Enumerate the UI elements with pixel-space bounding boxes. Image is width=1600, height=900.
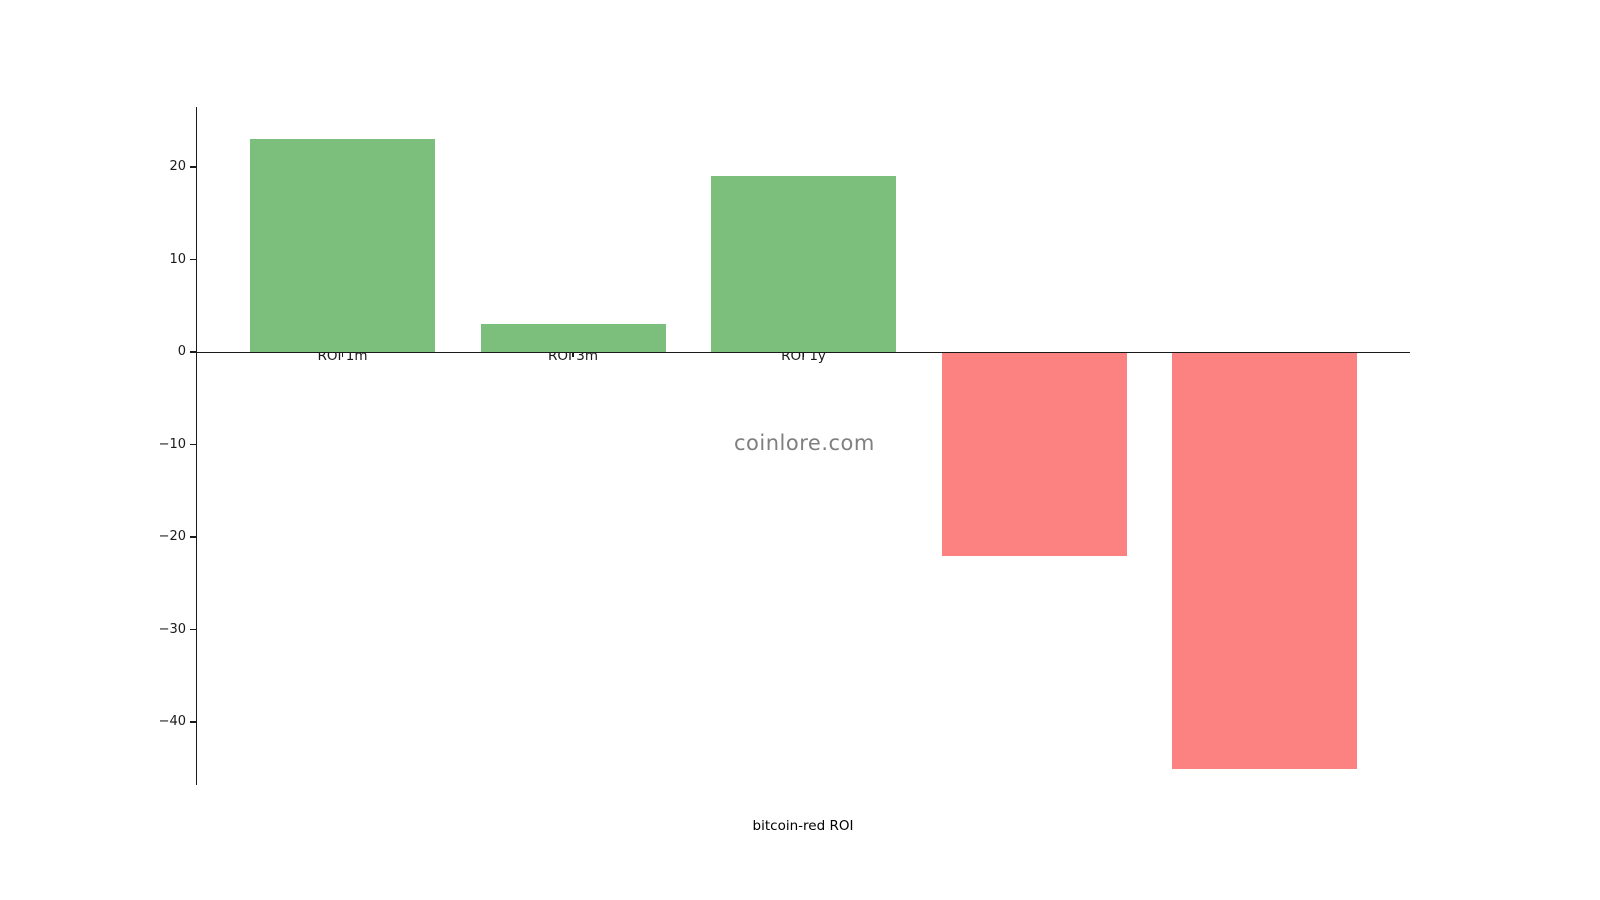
y-tick-label: −20	[158, 529, 186, 544]
y-axis-spine	[196, 107, 197, 785]
y-tick-mark	[190, 443, 197, 446]
y-tick-label: −30	[158, 621, 186, 637]
chart-bar	[250, 139, 435, 352]
chart-bar	[1172, 352, 1357, 769]
watermark: coinlore.com	[734, 431, 875, 455]
y-tick-mark	[190, 628, 197, 631]
x-tick-mark	[802, 352, 805, 357]
chart-bar	[480, 324, 666, 352]
y-tick-mark	[190, 166, 197, 168]
y-tick-label: 20	[169, 159, 186, 174]
y-tick-mark	[190, 351, 197, 353]
chart-bar	[941, 352, 1127, 556]
chart-bar	[711, 176, 896, 352]
x-tick-mark	[341, 352, 344, 357]
y-tick-label: −40	[158, 714, 186, 729]
y-tick-label: −10	[158, 436, 186, 452]
x-tick-mark	[572, 352, 574, 357]
y-tick-mark	[190, 536, 197, 538]
x-axis-title: bitcoin-red ROI	[752, 818, 854, 834]
x-axis-line	[196, 351, 1410, 353]
y-tick-label: 10	[169, 251, 186, 267]
y-tick-mark	[190, 258, 197, 261]
y-tick-mark	[190, 721, 197, 723]
y-tick-label: 0	[177, 344, 186, 359]
